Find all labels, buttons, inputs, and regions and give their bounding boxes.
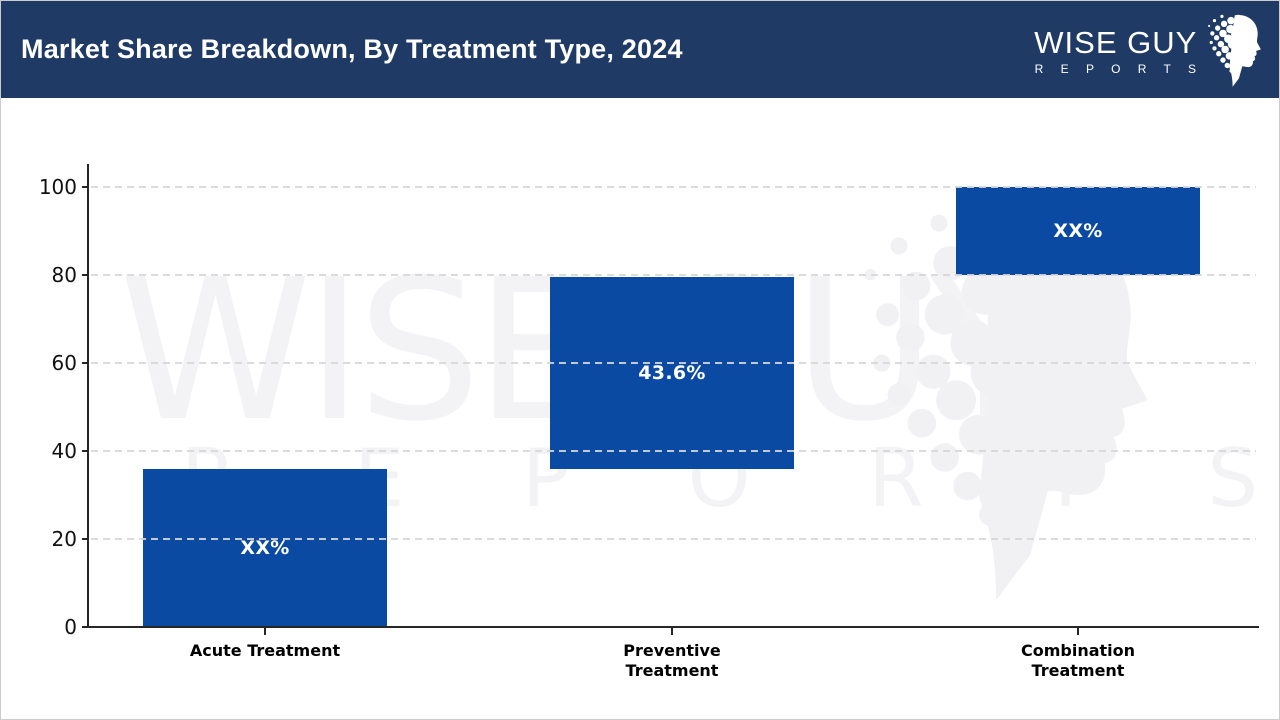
header-bar: Market Share Breakdown, By Treatment Typ… — [1, 1, 1279, 98]
y-tick-mark — [82, 626, 89, 628]
logo-wordmark: WISE GUY — [1034, 24, 1198, 60]
gridline-60 — [91, 362, 1256, 364]
page-title: Market Share Breakdown, By Treatment Typ… — [21, 34, 683, 64]
bar-value-label: XX% — [240, 536, 290, 559]
x-category-label: Combination Treatment — [1020, 641, 1136, 680]
y-tick-label: 60 — [51, 351, 77, 375]
y-tick-mark — [82, 538, 89, 540]
bar-preventive-treatment: 43.6% — [550, 276, 794, 469]
y-tick-mark — [82, 362, 89, 364]
y-tick-mark — [82, 450, 89, 452]
bar-value-label: 43.6% — [638, 361, 706, 384]
y-tick-mark — [82, 274, 89, 276]
x-axis-line — [87, 626, 1259, 628]
y-tick-label: 100 — [38, 175, 77, 199]
bar-acute-treatment: XX% — [143, 468, 387, 627]
wise-guy-logo: WISE GUY R E P O R T S — [1029, 7, 1263, 93]
logo-text: WISE GUY R E P O R T S — [1029, 25, 1203, 76]
x-tick-mark — [264, 628, 266, 635]
gridline-20 — [91, 538, 1256, 540]
bar-value-label: XX% — [1053, 220, 1103, 242]
gridline-80 — [91, 274, 1256, 276]
y-tick-label: 20 — [51, 527, 77, 551]
y-tick-mark — [82, 186, 89, 188]
y-axis-line — [87, 164, 89, 628]
x-tick-mark — [671, 628, 673, 635]
logo-reports-text: R E P O R T S — [1034, 61, 1203, 76]
y-tick-label: 0 — [64, 615, 77, 639]
bar-combination-treatment: XX% — [956, 187, 1200, 275]
logo-face-icon — [1208, 14, 1261, 87]
x-category-label: Preventive Treatment — [623, 641, 721, 680]
x-category-label: Acute Treatment — [189, 641, 341, 660]
x-tick-mark — [1077, 628, 1079, 635]
gridline-40 — [91, 450, 1256, 452]
gridline-100 — [91, 186, 1256, 188]
y-tick-label: 80 — [51, 263, 77, 287]
y-tick-label: 40 — [51, 439, 77, 463]
